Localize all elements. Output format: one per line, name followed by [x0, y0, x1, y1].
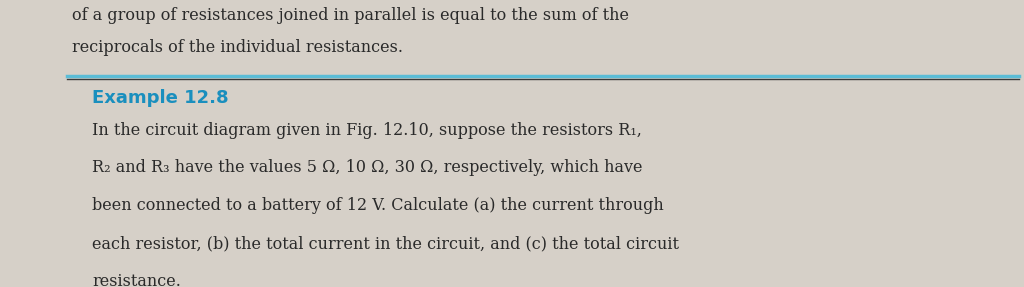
Text: of a group of resistances joined in parallel is equal to the sum of the: of a group of resistances joined in para…: [72, 7, 629, 24]
Text: reciprocals of the individual resistances.: reciprocals of the individual resistance…: [72, 39, 402, 56]
Text: Example 12.8: Example 12.8: [92, 89, 228, 107]
Text: resistance.: resistance.: [92, 273, 181, 287]
Text: been connected to a battery of 12 V. Calculate (a) the current through: been connected to a battery of 12 V. Cal…: [92, 197, 664, 214]
Text: each resistor, (b) the total current in the circuit, and (c) the total circuit: each resistor, (b) the total current in …: [92, 235, 679, 252]
Text: R₂ and R₃ have the values 5 Ω, 10 Ω, 30 Ω, respectively, which have: R₂ and R₃ have the values 5 Ω, 10 Ω, 30 …: [92, 160, 643, 177]
Text: In the circuit diagram given in Fig. 12.10, suppose the resistors R₁,: In the circuit diagram given in Fig. 12.…: [92, 122, 642, 139]
